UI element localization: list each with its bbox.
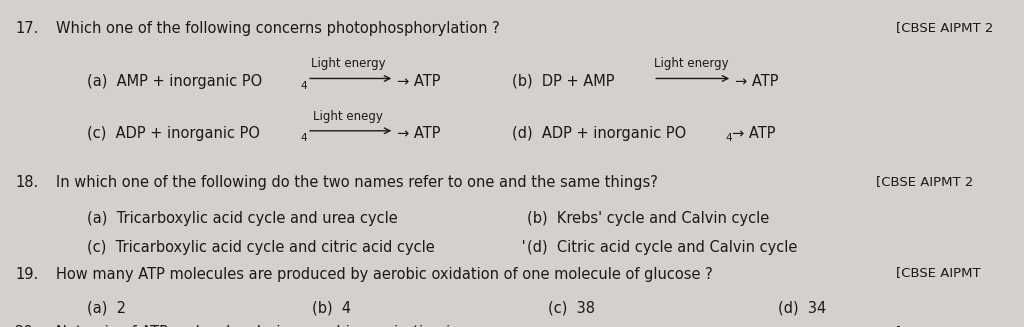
Text: Light energy: Light energy — [311, 57, 385, 70]
Text: (b)  Krebs' cycle and Calvin cycle: (b) Krebs' cycle and Calvin cycle — [527, 211, 770, 226]
Text: (c)  ADP + inorganic PO: (c) ADP + inorganic PO — [87, 126, 260, 141]
Text: [CBSE AIPMT: [CBSE AIPMT — [896, 267, 981, 280]
Text: (b)  4: (b) 4 — [312, 301, 351, 316]
Text: (a)  AMP + inorganic PO: (a) AMP + inorganic PO — [87, 74, 262, 89]
Text: (d)  34: (d) 34 — [778, 301, 826, 316]
Text: → ATP: → ATP — [732, 126, 775, 141]
Text: → ATP: → ATP — [397, 74, 440, 89]
Text: (d)  Citric acid cycle and Calvin cycle: (d) Citric acid cycle and Calvin cycle — [527, 240, 798, 255]
Text: 20.: 20. — [15, 325, 39, 327]
Text: → ATP: → ATP — [735, 74, 778, 89]
Text: (c)  38: (c) 38 — [548, 301, 595, 316]
Text: Light energy: Light energy — [654, 57, 728, 70]
Text: [CBSE AIPMT: [CBSE AIPMT — [896, 325, 981, 327]
Text: [CBSE AIPMT 2: [CBSE AIPMT 2 — [876, 175, 973, 188]
Text: Light enegy: Light enegy — [313, 110, 383, 123]
Text: (c)  Tricarboxylic acid cycle and citric acid cycle: (c) Tricarboxylic acid cycle and citric … — [87, 240, 435, 255]
Text: 19.: 19. — [15, 267, 39, 282]
Text: Net gain of ATP molecules during aerobic respiration is: Net gain of ATP molecules during aerobic… — [56, 325, 459, 327]
Text: (d)  ADP + inorganic PO: (d) ADP + inorganic PO — [512, 126, 686, 141]
Text: → ATP: → ATP — [397, 126, 440, 141]
Text: (a)  2: (a) 2 — [87, 301, 126, 316]
Text: 4: 4 — [725, 133, 731, 143]
Text: How many ATP molecules are produced by aerobic oxidation of one molecule of gluc: How many ATP molecules are produced by a… — [56, 267, 713, 282]
Text: [CBSE AIPMT 2: [CBSE AIPMT 2 — [896, 21, 993, 34]
Text: (b)  DP + AMP: (b) DP + AMP — [512, 74, 614, 89]
Text: Which one of the following concerns photophosphorylation ?: Which one of the following concerns phot… — [56, 21, 500, 36]
Text: (a)  Tricarboxylic acid cycle and urea cycle: (a) Tricarboxylic acid cycle and urea cy… — [87, 211, 397, 226]
Text: ': ' — [517, 240, 525, 255]
Text: In which one of the following do the two names refer to one and the same things?: In which one of the following do the two… — [56, 175, 658, 190]
Text: 4: 4 — [300, 81, 306, 91]
Text: 18.: 18. — [15, 175, 39, 190]
Text: 17.: 17. — [15, 21, 39, 36]
Text: 4: 4 — [300, 133, 306, 143]
